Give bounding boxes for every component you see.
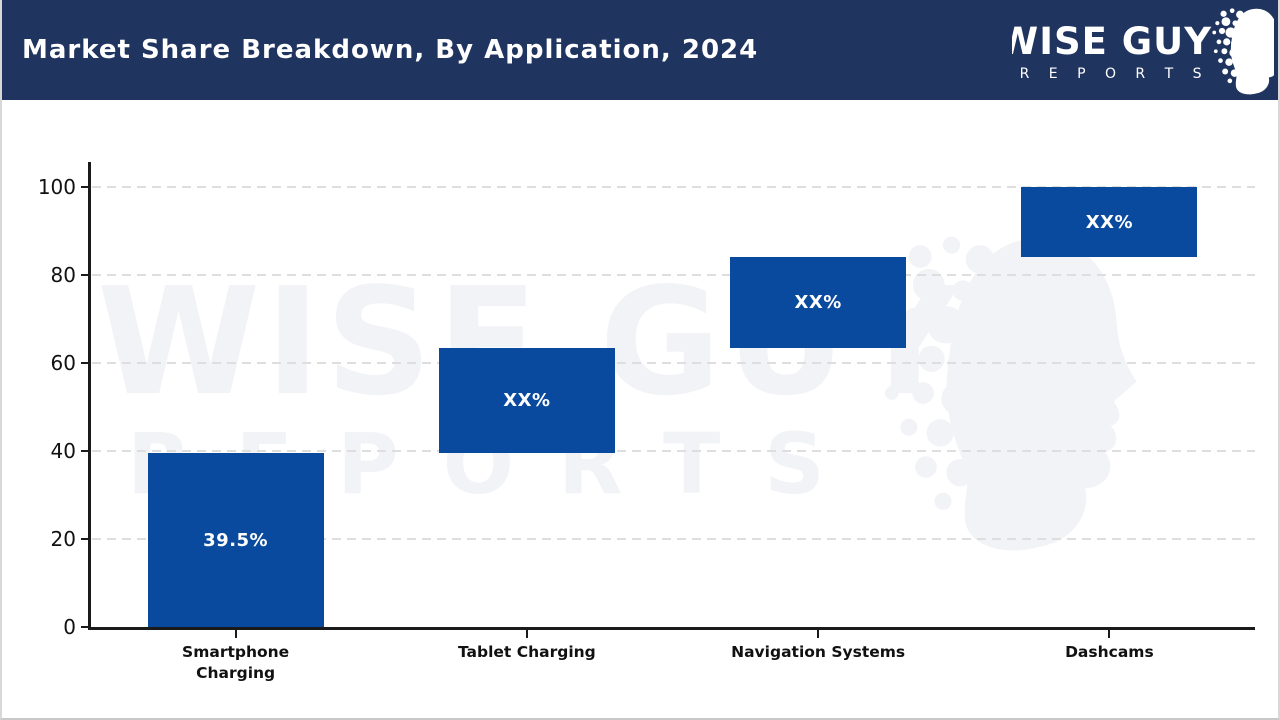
gridline xyxy=(92,538,1255,540)
x-tick-mark xyxy=(1108,630,1111,638)
bar-2: XX% xyxy=(730,257,907,348)
y-tick-label: 20 xyxy=(50,527,76,551)
wise-guy-logo: WISE GUY R E P O R T S xyxy=(1012,8,1274,95)
gridline xyxy=(92,362,1255,364)
y-tick-label: 80 xyxy=(50,263,76,287)
logo-line2: R E P O R T S xyxy=(1020,66,1209,82)
bar-3: XX% xyxy=(1021,187,1198,258)
x-tick-label: Tablet Charging xyxy=(457,643,596,661)
y-tick-mark xyxy=(81,362,89,364)
y-tick-mark xyxy=(81,450,89,452)
bar-label: XX% xyxy=(503,389,551,411)
x-axis-line xyxy=(88,627,1255,630)
y-tick-mark xyxy=(81,274,89,276)
bar-1: XX% xyxy=(438,347,615,454)
logo-head-icon xyxy=(1212,8,1274,95)
gridline xyxy=(92,186,1255,188)
chart-area: WISE GUY REPORTS 0 20 40 60 80 100 39.5% Smartp… xyxy=(2,100,1278,718)
y-tick-mark xyxy=(81,626,89,628)
page-title: Market Share Breakdown, By Application, … xyxy=(22,35,759,65)
gridline xyxy=(92,274,1255,276)
x-tick-label: Navigation Systems xyxy=(731,643,906,661)
y-tick-mark xyxy=(81,186,89,188)
header: Market Share Breakdown, By Application, … xyxy=(2,0,1278,100)
y-tick-label: 0 xyxy=(63,615,76,639)
x-tick-label: Smartphone Charging xyxy=(182,643,290,682)
bar-label: 39.5% xyxy=(203,529,269,551)
y-tick-label: 40 xyxy=(50,439,76,463)
y-axis-line xyxy=(88,162,91,630)
x-tick-mark xyxy=(525,630,528,638)
bar-label: XX% xyxy=(1085,211,1134,233)
gridline xyxy=(92,450,1255,452)
y-tick-label: 60 xyxy=(50,351,76,375)
logo-line1: WISE GUY xyxy=(1012,20,1212,63)
y-tick-mark xyxy=(81,538,89,540)
x-tick-label: Dashcams xyxy=(1065,643,1154,661)
bar-0: 39.5% xyxy=(147,453,324,627)
bar-label: XX% xyxy=(794,291,842,313)
x-tick-mark xyxy=(234,630,237,638)
y-tick-label: 100 xyxy=(37,175,76,199)
x-tick-mark xyxy=(817,630,820,638)
